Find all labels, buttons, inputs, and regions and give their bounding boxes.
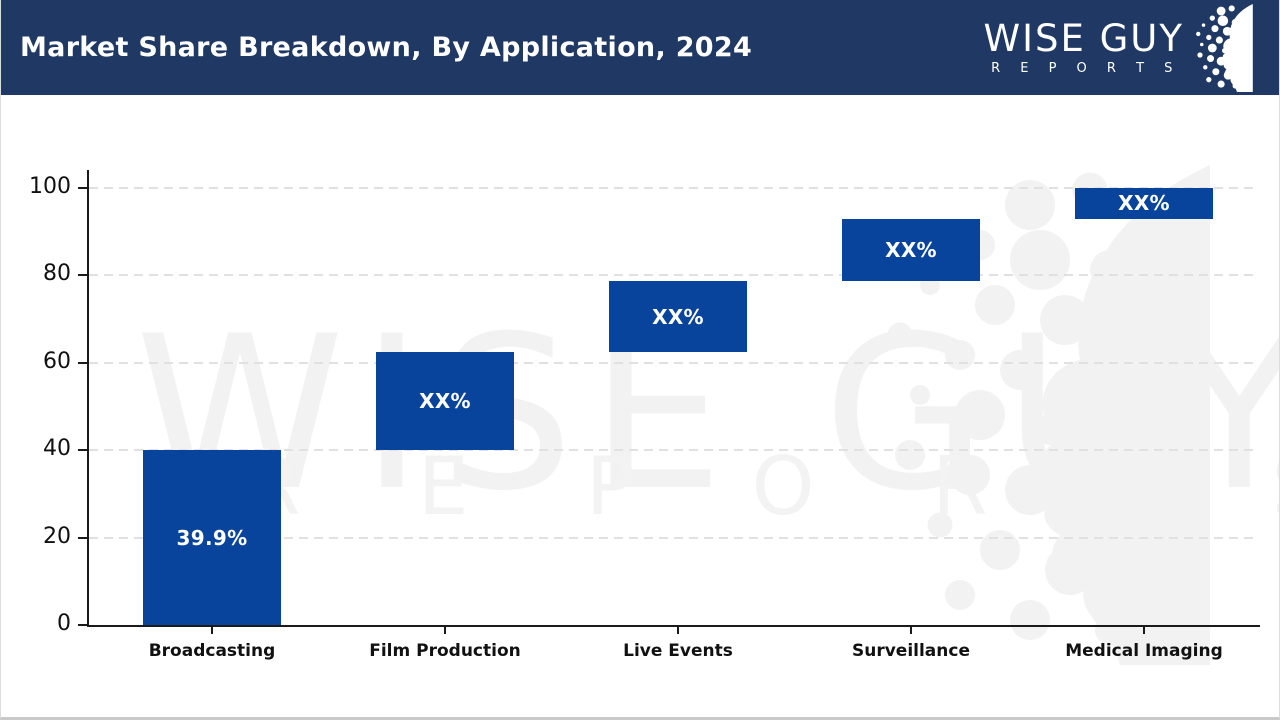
y-tick-label: 100 xyxy=(29,173,71,199)
bar-value-label: XX% xyxy=(419,389,471,414)
header-bar: Market Share Breakdown, By Application, … xyxy=(0,0,1280,95)
gridline xyxy=(89,274,1256,276)
gridline xyxy=(89,449,1256,451)
gridline xyxy=(89,186,1256,189)
x-axis-spine xyxy=(87,625,1260,627)
x-tick xyxy=(444,627,446,634)
x-tick-label: Broadcasting xyxy=(148,641,276,661)
y-tick xyxy=(78,274,87,276)
y-axis-spine xyxy=(87,170,89,625)
bar-value-label: XX% xyxy=(652,304,704,329)
bar-value-label: XX% xyxy=(1118,191,1170,216)
plot-area: 0 20 40 60 80 100 39.9% Broadcasting XX% Film Pro… xyxy=(29,170,1270,661)
x-tick xyxy=(211,627,213,634)
chart-canvas: WISE GUY R E P O R T S 0 20 40 60 80 100 39.9%… xyxy=(0,95,1280,720)
y-tick xyxy=(78,361,87,364)
x-tick-label: Live Events xyxy=(623,641,733,661)
x-tick-label: Medical Imaging xyxy=(1065,641,1223,661)
x-tick-label: Film Production xyxy=(369,641,521,661)
bar: XX% xyxy=(842,219,980,282)
y-tick-label: 60 xyxy=(43,348,71,374)
brand-logo: WISE GUY R E P O R T S xyxy=(984,3,1266,92)
y-tick xyxy=(78,186,87,189)
y-tick xyxy=(78,536,87,539)
x-tick xyxy=(910,627,912,634)
x-tick-label: Surveillance xyxy=(851,641,970,661)
y-tick-label: 40 xyxy=(43,436,71,461)
brand-wordmark: WISE GUY R E P O R T S xyxy=(984,20,1184,75)
brand-name: WISE GUY xyxy=(983,17,1184,60)
gridline xyxy=(89,536,1256,539)
bar-value-label: XX% xyxy=(885,238,937,263)
y-tick xyxy=(78,449,87,451)
y-tick-label: 0 xyxy=(57,611,71,636)
y-tick xyxy=(78,624,87,626)
bar: XX% xyxy=(376,352,514,451)
y-tick-label: 80 xyxy=(43,261,71,286)
gridline xyxy=(89,361,1256,364)
x-tick xyxy=(1143,627,1145,634)
brand-head-icon xyxy=(1196,3,1253,92)
bar: XX% xyxy=(1075,187,1213,220)
x-tick xyxy=(677,627,679,634)
page-title: Market Share Breakdown, By Application, … xyxy=(20,32,753,63)
brand-subtitle: R E P O R T S xyxy=(991,61,1181,76)
y-tick-label: 20 xyxy=(43,523,71,549)
bar-value-label: 39.9% xyxy=(176,525,248,550)
bar: 39.9% xyxy=(143,450,281,625)
bar: XX% xyxy=(609,281,747,352)
